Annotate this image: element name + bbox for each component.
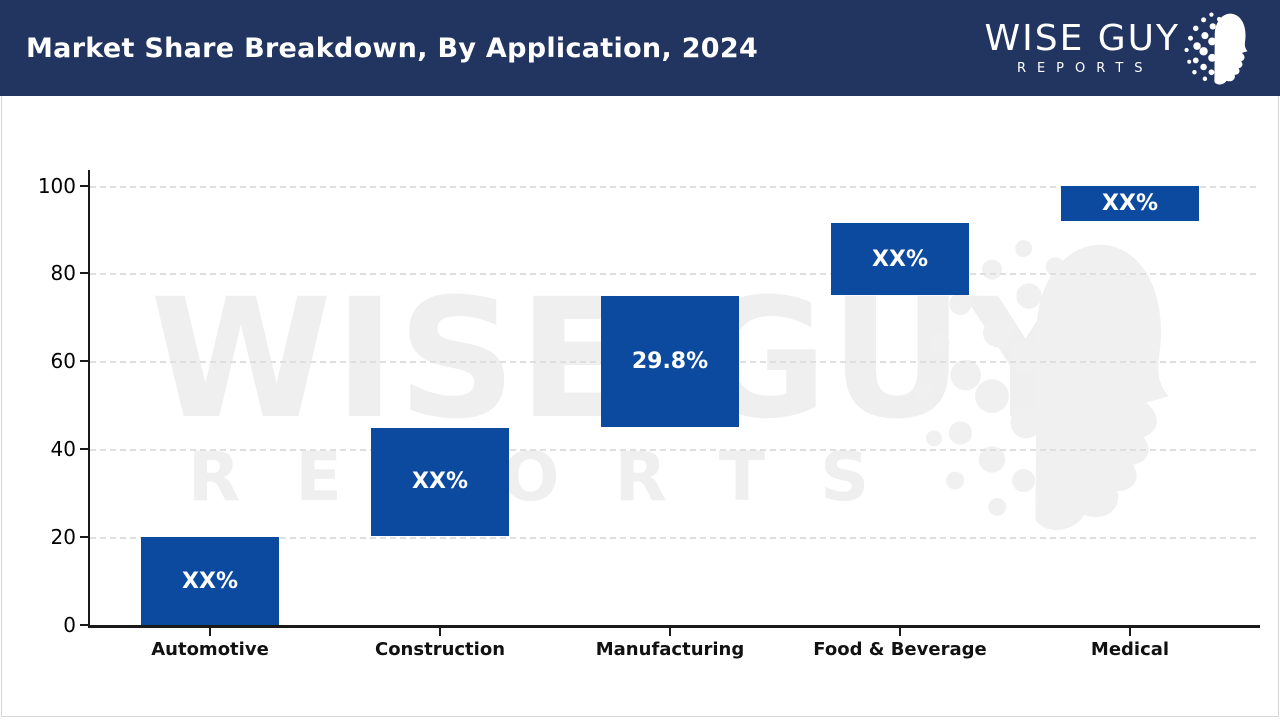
bar-manufacturing: 29.8% (601, 296, 739, 428)
x-axis-category-label: Food & Beverage (813, 639, 987, 660)
face-profile-icon (1182, 8, 1254, 88)
x-axis-category-label: Manufacturing (595, 639, 745, 660)
bar-value-label: XX% (412, 469, 468, 495)
y-axis-tick-label: 40 (50, 437, 76, 462)
bar-construction: XX% (371, 428, 509, 536)
bar-medical: XX% (1061, 185, 1199, 222)
bar-value-label: XX% (872, 246, 928, 272)
x-axis-tick (439, 628, 441, 636)
brand-logo-text: WISE GUY REPORTS (984, 18, 1181, 76)
y-axis-tick (80, 624, 89, 626)
x-axis-tick (899, 628, 901, 636)
bar-food-beverage: XX% (831, 222, 969, 296)
y-axis-tick-label: 60 (50, 349, 76, 374)
y-axis-tick-label: 0 (63, 613, 76, 637)
bar-value-label: 29.8% (631, 349, 709, 375)
y-axis-tick-label: 20 (50, 525, 76, 550)
y-axis-line (88, 170, 90, 628)
y-axis-tick (80, 448, 89, 451)
page-title: Market Share Breakdown, By Application, … (26, 32, 759, 64)
brand-logo: WISE GUY REPORTS (985, 8, 1255, 88)
brand-tagline: REPORTS (1016, 61, 1154, 76)
header-bar: Market Share Breakdown, By Application, … (0, 0, 1280, 96)
x-axis-tick (209, 628, 211, 636)
y-axis-tick-label: 80 (50, 261, 76, 286)
x-axis-category-label: Automotive (151, 639, 269, 660)
brand-name: WISE GUY (984, 18, 1180, 59)
y-axis-tick (80, 360, 89, 363)
bar-value-label: XX% (182, 568, 238, 594)
gridline-y20 (90, 537, 1256, 540)
y-axis-tick (80, 272, 89, 275)
gridline-y80 (90, 273, 1256, 276)
x-axis-category-label: Construction (374, 639, 506, 660)
y-axis-tick (80, 184, 89, 187)
x-axis-tick (1129, 628, 1131, 636)
y-axis-tick (80, 536, 89, 539)
y-axis-tick-label: 100 (37, 173, 76, 198)
bar-value-label: XX% (1102, 190, 1158, 216)
gridline-y100 (90, 185, 1256, 188)
gridline-y40 (90, 449, 1256, 452)
bar-automotive: XX% (141, 537, 279, 625)
x-axis-category-label: Medical (1090, 639, 1170, 660)
x-axis-line (88, 625, 1260, 628)
x-axis-tick (669, 628, 671, 636)
